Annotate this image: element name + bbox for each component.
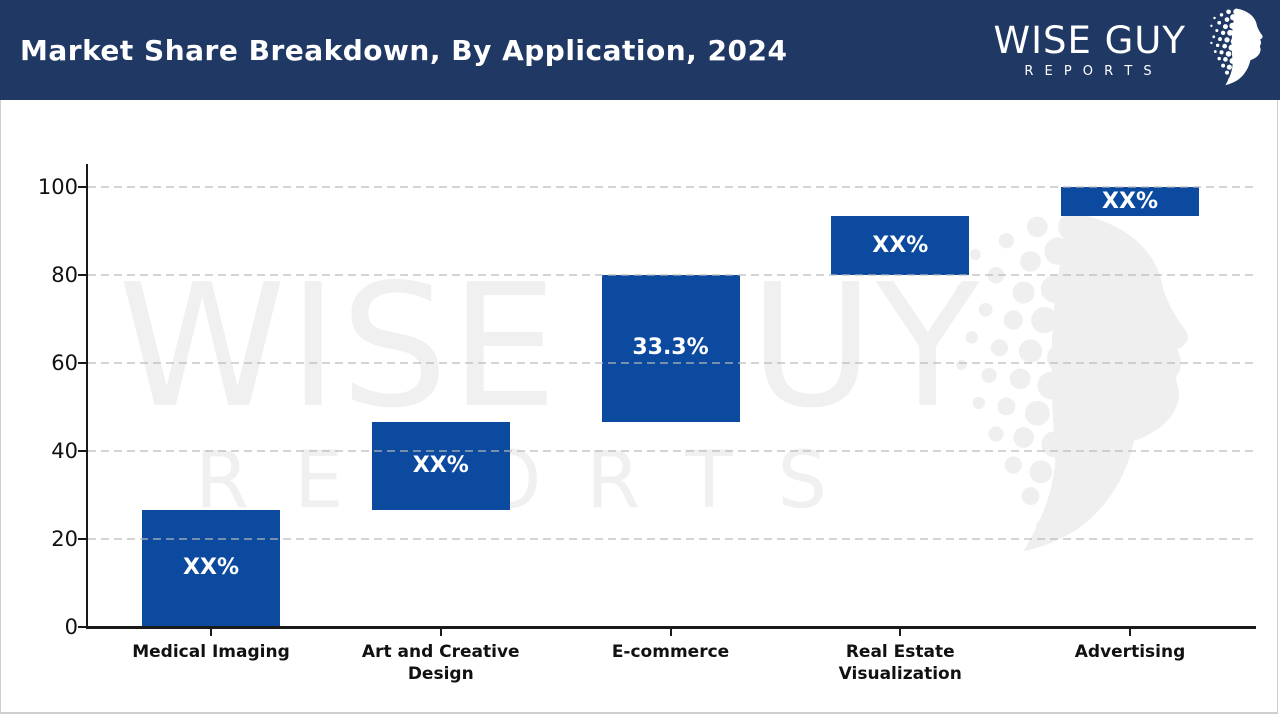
y-tick-label-40: 40 <box>51 439 78 463</box>
page-title: Market Share Breakdown, By Application, … <box>20 33 788 67</box>
x-tick-mark-real-estate-visualization <box>899 629 902 636</box>
x-tick-label-advertising: Advertising <box>1074 642 1186 662</box>
y-tick-mark-40 <box>78 450 86 452</box>
x-tick-mark-advertising <box>1129 629 1131 636</box>
y-tick-label-100: 100 <box>37 175 78 199</box>
y-tick-mark-100 <box>78 186 86 188</box>
x-axis-line <box>86 626 1256 629</box>
watermark-wordmark: WISE GUY <box>118 248 982 446</box>
y-tick-mark-80 <box>78 274 86 276</box>
bar-value-label-e-commerce: 33.3% <box>632 335 709 361</box>
x-tick-label-e-commerce: E-commerce <box>611 642 730 662</box>
bar-advertising <box>1061 187 1199 217</box>
y-tick-mark-20 <box>78 538 86 540</box>
gridline-40 <box>88 450 1256 452</box>
gridline-60 <box>88 362 1256 364</box>
logo-wordmark: WISE GUY <box>993 18 1186 62</box>
logo-face-icon <box>1188 7 1266 93</box>
y-tick-mark-0 <box>78 626 86 628</box>
bar-value-label-medical-imaging: XX% <box>183 555 239 581</box>
x-tick-mark-medical-imaging <box>210 629 212 636</box>
wiseguy-logo: WISE GUY R E P O R T S <box>994 7 1266 93</box>
logo-subtitle: R E P O R T S <box>1024 63 1156 79</box>
bar-e-commerce <box>601 275 740 422</box>
y-tick-mark-60 <box>78 362 86 364</box>
y-axis-line <box>86 164 88 629</box>
x-tick-mark-e-commerce <box>669 629 672 636</box>
y-tick-label-0: 0 <box>64 615 78 639</box>
x-tick-label-art-and-creative-design: Art and Creative Design <box>361 642 520 684</box>
bar-medical-imaging <box>142 509 280 627</box>
y-tick-label-80: 80 <box>51 263 78 287</box>
x-tick-mark-art-and-creative-design <box>439 629 442 636</box>
bar-value-label-advertising: XX% <box>1102 188 1158 214</box>
bar-real-estate-visualization <box>831 216 970 275</box>
gridline-80 <box>88 274 1256 276</box>
bar-value-label-art-and-creative-design: XX% <box>412 452 469 478</box>
gridline-100 <box>88 186 1256 188</box>
y-tick-label-20: 20 <box>51 527 78 551</box>
bar-art-and-creative-design <box>371 421 510 510</box>
x-tick-label-medical-imaging: Medical Imaging <box>132 642 290 662</box>
gridline-20 <box>88 538 1256 540</box>
y-tick-label-60: 60 <box>51 351 78 375</box>
logo-text: WISE GUY R E P O R T S <box>994 22 1186 79</box>
x-tick-label-real-estate-visualization: Real Estate Visualization <box>838 642 962 684</box>
watermark-subtitle: R E P O R T S <box>195 436 838 526</box>
bar-value-label-real-estate-visualization: XX% <box>872 232 929 258</box>
header-bar: Market Share Breakdown, By Application, … <box>0 0 1280 100</box>
